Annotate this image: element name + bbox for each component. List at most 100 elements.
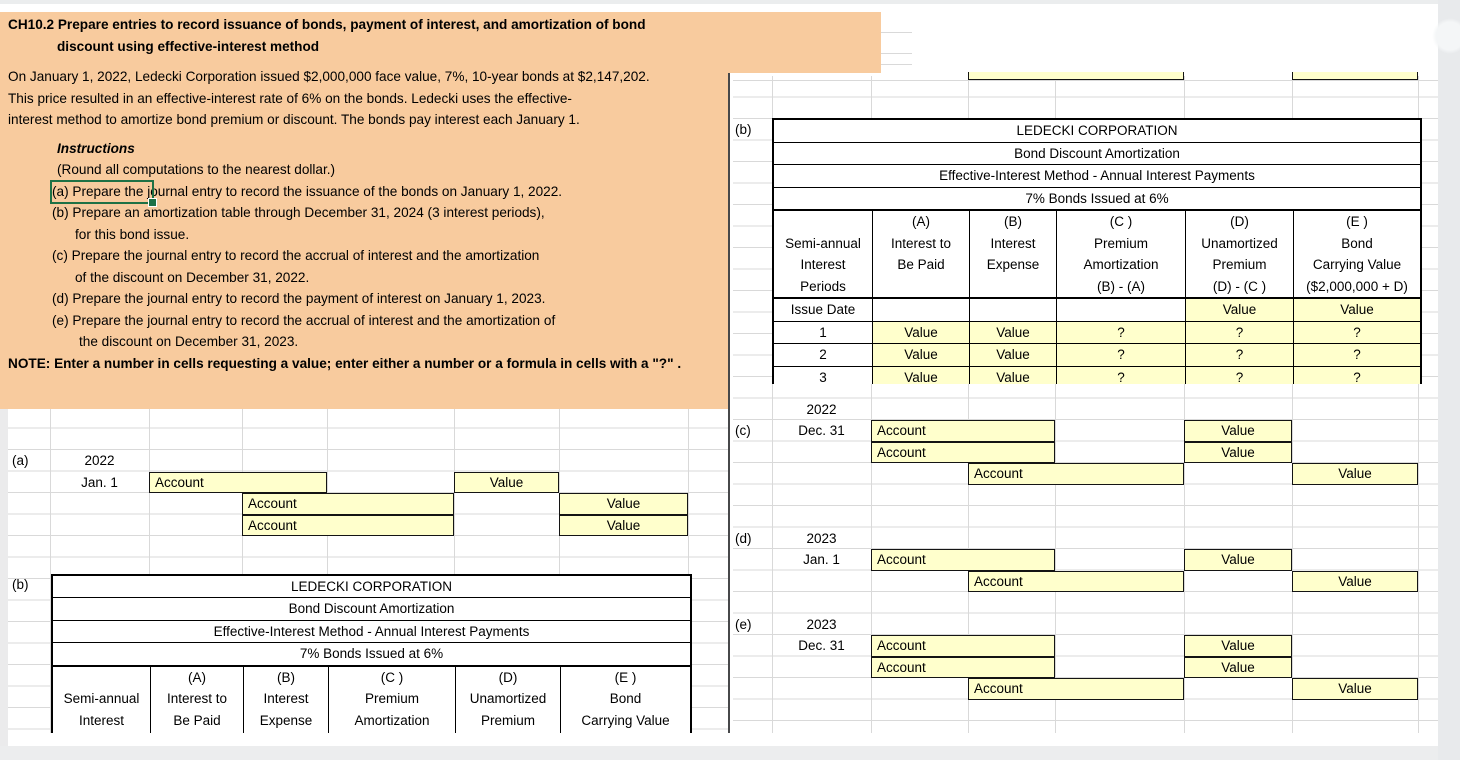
- table-title-2: Bond Discount Amortization: [774, 143, 1420, 165]
- gridline: [559, 407, 560, 733]
- instruction-item-e-line2: the discount on December 31, 2023.: [79, 334, 299, 349]
- instruction-item-a: (a) Prepare the journal entry to record …: [52, 183, 563, 199]
- e-value-input-1[interactable]: Value: [1184, 635, 1292, 657]
- amortization-table-right: LEDECKI CORPORATION Bond Discount Amorti…: [772, 118, 1423, 384]
- cell-e-input[interactable]: Value: [1294, 299, 1420, 321]
- gridline: [149, 407, 150, 733]
- e-credit-value-input[interactable]: Value: [1292, 678, 1418, 700]
- table-row-issue-date: Issue Date Value Value: [774, 299, 1420, 322]
- table-header-row: Semi-annual Interest Periods (A) Interes…: [774, 211, 1420, 299]
- window-bottom-edge: [0, 746, 1460, 760]
- problem-title-line1: CH10.2 Prepare entries to record issuanc…: [8, 17, 646, 32]
- amortization-table-left: LEDECKI CORPORATION Bond Discount Amorti…: [51, 573, 693, 733]
- table-row-period-2: 2 Value Value ? ? ?: [774, 344, 1420, 367]
- section-b-right-label: (b): [735, 122, 752, 137]
- cell-d-input[interactable]: ?: [1186, 366, 1294, 384]
- e-credit-account-input[interactable]: Account: [968, 678, 1184, 700]
- gridline: [454, 407, 455, 733]
- period-cell: 2: [774, 344, 873, 366]
- a-debit-value-input[interactable]: Value: [454, 471, 559, 493]
- cell-b-input[interactable]: Value: [970, 344, 1057, 366]
- gridline: [327, 407, 328, 733]
- col-a-header: (A) Interest to Be Paid: [151, 666, 244, 733]
- section-a-date: Jan. 1: [81, 474, 118, 490]
- d-credit-account-input[interactable]: Account: [968, 570, 1184, 592]
- table-title-3: Effective-Interest Method - Annual Inter…: [774, 165, 1420, 188]
- e-value-input-2[interactable]: Value: [1184, 656, 1292, 678]
- gridline: [881, 63, 912, 65]
- c-account-input-1[interactable]: Account: [871, 420, 1055, 442]
- cell-b: [970, 299, 1057, 321]
- table-title-2: Bond Discount Amortization: [53, 598, 690, 621]
- gridline: [968, 76, 969, 733]
- active-cell-selection: [49, 180, 157, 207]
- period-cell: Issue Date: [774, 299, 873, 321]
- window-top-edge: [0, 0, 1460, 4]
- cell-e-input[interactable]: ?: [1294, 344, 1420, 366]
- c-value-input-1[interactable]: Value: [1184, 420, 1292, 442]
- cell-b-input[interactable]: Value: [970, 321, 1057, 343]
- instruction-item-c-line1: (c) Prepare the journal entry to record …: [52, 248, 540, 263]
- section-b-left-label: (b): [12, 576, 29, 592]
- a-credit-account-input-2[interactable]: Account: [242, 514, 454, 536]
- e-account-input-1[interactable]: Account: [871, 635, 1055, 657]
- table-row-period-3: 3 Value Value ? ? ?: [774, 366, 1420, 384]
- c-credit-value-input[interactable]: Value: [1292, 463, 1418, 485]
- problem-intro-line1: On January 1, 2022, Ledecki Corporation …: [8, 69, 650, 84]
- a-credit-account-input-1[interactable]: Account: [242, 493, 454, 515]
- col-b-header: (B) Interest Expense: [970, 211, 1057, 297]
- cell-a-input[interactable]: Value: [873, 366, 970, 384]
- instruction-item-c-line2: of the discount on December 31, 2022.: [75, 269, 310, 285]
- c-credit-account-input[interactable]: Account: [968, 463, 1184, 485]
- cell-e-input[interactable]: ?: [1294, 321, 1420, 343]
- d-credit-value-input[interactable]: Value: [1292, 570, 1418, 592]
- cell-d-input[interactable]: ?: [1186, 344, 1294, 366]
- a-credit-value-input-1[interactable]: Value: [559, 493, 688, 515]
- problem-header-background: [0, 12, 881, 73]
- cell-a-input[interactable]: Value: [873, 344, 970, 366]
- section-e-label: (e): [735, 616, 752, 632]
- gridline: [1418, 76, 1419, 733]
- gridline: [688, 407, 689, 733]
- c-account-input-2[interactable]: Account: [871, 441, 1055, 463]
- gridline: [772, 76, 773, 733]
- table-title-3: Effective-Interest Method - Annual Inter…: [53, 621, 690, 643]
- cell-e-input[interactable]: ?: [1294, 366, 1420, 384]
- d-debit-account-input[interactable]: Account: [871, 549, 1055, 571]
- a-credit-value-input-2[interactable]: Value: [559, 514, 688, 536]
- d-debit-value-input[interactable]: Value: [1184, 549, 1292, 571]
- fill-handle[interactable]: [147, 197, 157, 207]
- cell-a-input[interactable]: Value: [873, 321, 970, 343]
- cell-d-input[interactable]: Value: [1186, 299, 1294, 321]
- gridline: [881, 31, 912, 33]
- cell-c-input[interactable]: ?: [1057, 366, 1186, 384]
- col-c-header: (C ) Premium Amortization (B) - (A): [329, 666, 456, 733]
- section-d-year: 2023: [806, 530, 837, 546]
- instruction-item-b-line1: (b) Prepare an amortization table throug…: [52, 205, 545, 220]
- problem-intro-line3: interest method to amortize bond premium…: [8, 112, 580, 127]
- table-title-4: 7% Bonds Issued at 6%: [53, 643, 690, 667]
- section-a-label: (a): [12, 453, 29, 468]
- c-value-input-2[interactable]: Value: [1184, 441, 1292, 463]
- cell-c-input[interactable]: ?: [1057, 344, 1186, 366]
- window-right-edge: [1432, 0, 1460, 760]
- gridline: [733, 79, 1438, 81]
- note-line: NOTE: Enter a number in cells requesting…: [8, 355, 682, 371]
- a-debit-account-input[interactable]: Account: [149, 471, 327, 493]
- table-title-4: 7% Bonds Issued at 6%: [774, 188, 1420, 211]
- section-d-date: Jan. 1: [803, 552, 840, 567]
- cell-c-input[interactable]: ?: [1057, 321, 1186, 343]
- col-d-header: (D) Unamortized Premium (D) - (C ): [1186, 211, 1294, 297]
- col-period-header: Semi-annual Interest Periods: [53, 666, 151, 733]
- cutoff-value-cell[interactable]: [1292, 72, 1418, 80]
- scroll-blob: [1432, 18, 1460, 54]
- cell-d-input[interactable]: ?: [1186, 321, 1294, 343]
- table-row-period-1: 1 Value Value ? ? ?: [774, 321, 1420, 344]
- cutoff-account-cell[interactable]: [968, 72, 1184, 80]
- e-account-input-2[interactable]: Account: [871, 656, 1055, 678]
- cell-b-input[interactable]: Value: [970, 366, 1057, 384]
- gridline: [242, 407, 243, 733]
- gridline: [1055, 76, 1056, 733]
- cell-c: [1057, 299, 1186, 321]
- col-period-header: Semi-annual Interest Periods: [774, 211, 873, 297]
